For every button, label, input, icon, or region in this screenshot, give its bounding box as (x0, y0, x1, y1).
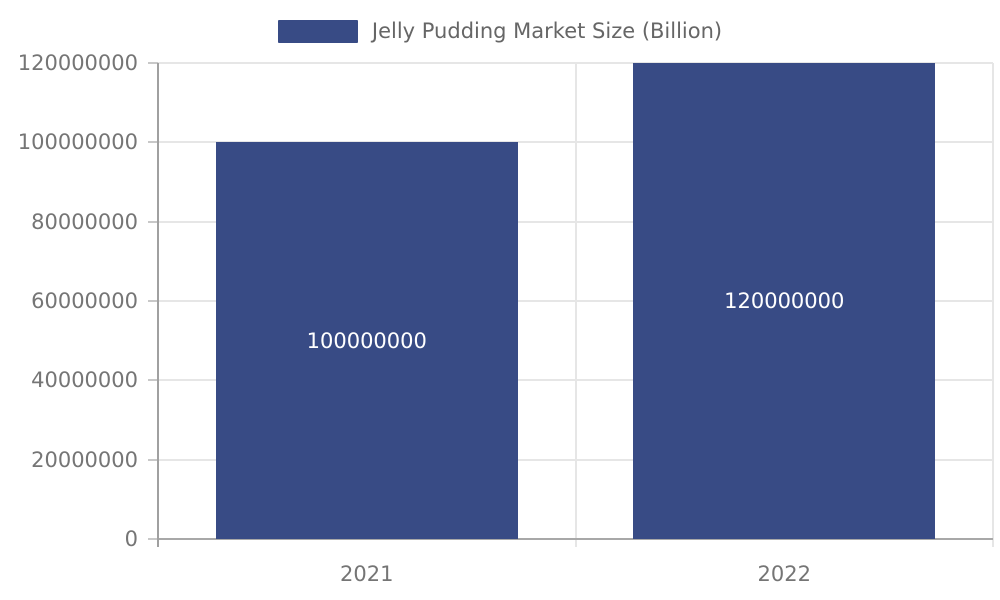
y-axis-tick (148, 300, 158, 302)
y-axis-tick-label: 60000000 (31, 289, 138, 313)
y-axis-tick-label: 0 (124, 527, 138, 551)
y-axis-tick-label: 120000000 (17, 51, 138, 75)
y-axis-tick (148, 538, 158, 540)
y-axis-tick (148, 379, 158, 382)
legend-swatch-icon (277, 19, 358, 43)
x-axis-tick-label: 2021 (340, 562, 394, 586)
bar-2022[interactable] (633, 63, 936, 539)
y-axis-tick (148, 141, 158, 144)
y-axis-line (157, 63, 159, 547)
bar-2021[interactable] (215, 142, 518, 539)
legend-label: Jelly Pudding Market Size (Billion) (371, 19, 723, 43)
x-gridline (574, 63, 577, 547)
y-axis-tick (148, 220, 158, 223)
bar-value-label: 120000000 (724, 289, 845, 313)
x-axis-tick-label: 2022 (757, 562, 811, 586)
bar-value-label: 100000000 (306, 328, 427, 353)
legend[interactable]: Jelly Pudding Market Size (Billion) (0, 18, 1000, 44)
y-axis-tick-label: 20000000 (31, 447, 138, 472)
x-gridline (992, 63, 994, 547)
y-axis-tick (148, 458, 158, 461)
x-axis-line (157, 538, 993, 540)
y-axis-tick-label: 100000000 (17, 130, 138, 155)
y-axis-tick-label: 40000000 (31, 368, 138, 393)
y-axis-tick-label: 80000000 (31, 209, 138, 234)
y-axis-tick (148, 62, 158, 64)
